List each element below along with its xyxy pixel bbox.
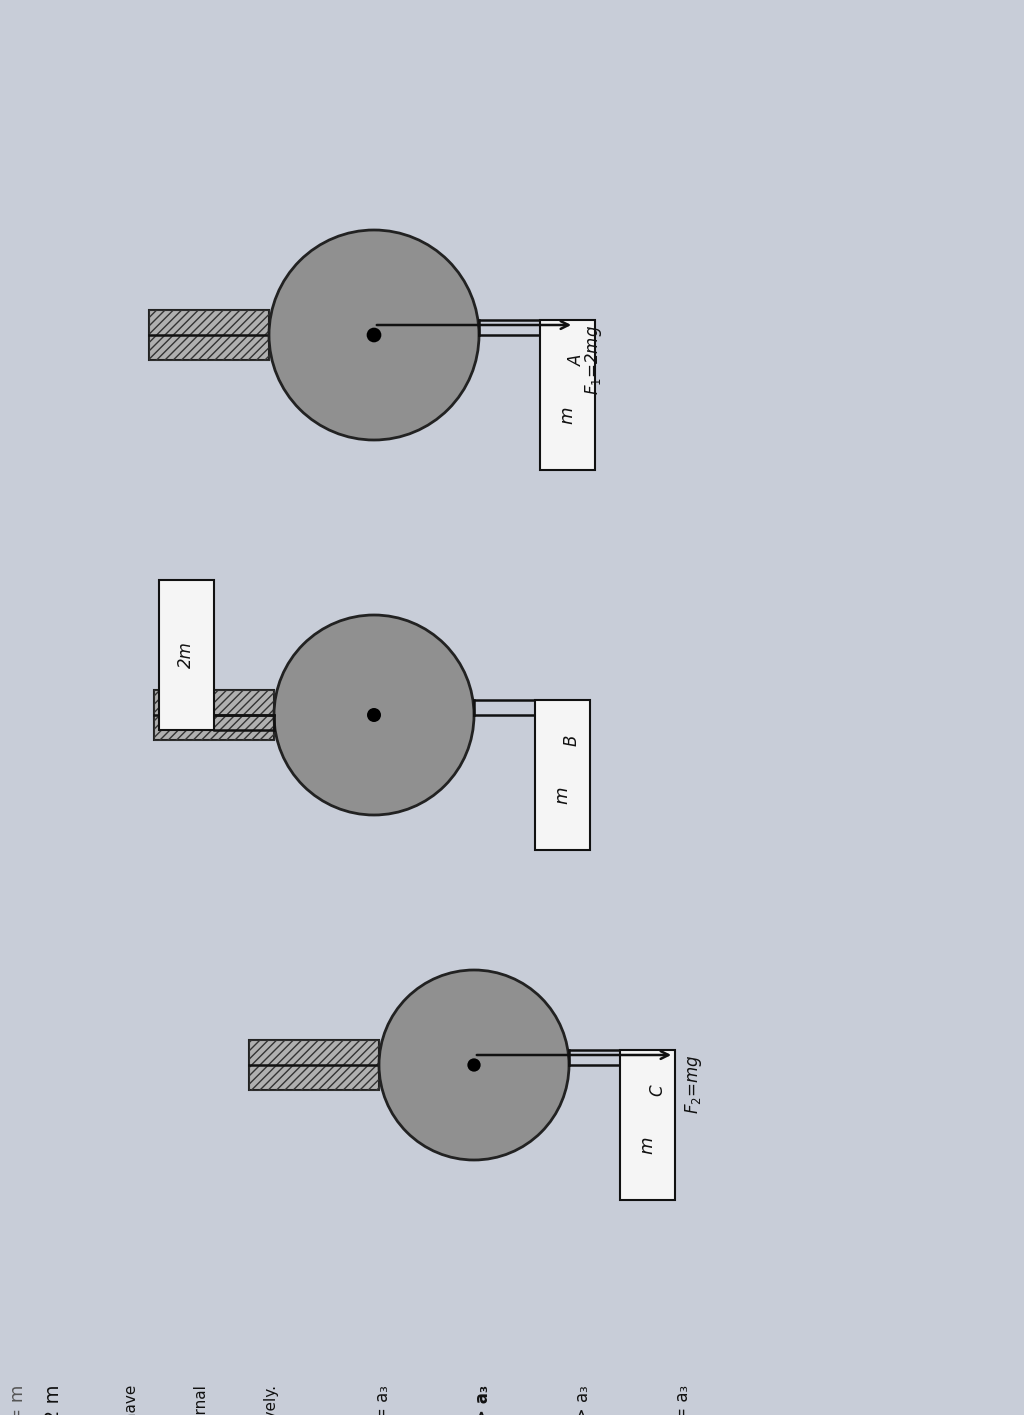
Bar — [159, 580, 213, 730]
Bar — [540, 320, 595, 470]
Text: m: m — [553, 787, 571, 804]
Text: $F_2$=mg: $F_2$=mg — [683, 1056, 705, 1115]
Text: In the figure, the blocks A, B and C of mass m each have: In the figure, the blocks A, B and C of … — [124, 1385, 139, 1415]
Bar — [249, 1040, 379, 1090]
Text: 2m: 2m — [177, 641, 195, 668]
Text: (b*)  a₁ > a₂ > a₃: (b*) a₁ > a₂ > a₃ — [474, 1385, 492, 1415]
Text: A: A — [568, 354, 586, 365]
Circle shape — [467, 1058, 480, 1071]
Text: C: C — [648, 1084, 666, 1095]
Text: (c)   a₁ = a₂,  a₂ > a₃: (c) a₁ = a₂, a₂ > a₃ — [574, 1385, 592, 1415]
Bar — [535, 700, 590, 850]
Circle shape — [367, 708, 381, 722]
Text: B: B — [563, 734, 581, 746]
Bar — [150, 310, 269, 359]
Text: (d)   a₁ > a₂,  a₂ = a₃: (d) a₁ > a₂, a₂ = a₃ — [674, 1385, 692, 1415]
Text: (a)   a₁ = a₂ = a₃: (a) a₁ = a₂ = a₃ — [374, 1385, 392, 1415]
Circle shape — [269, 231, 479, 440]
Circle shape — [274, 616, 474, 815]
Bar — [154, 691, 274, 740]
Text: forces of magnitudes 2 mg and mg respectively.: forces of magnitudes 2 mg and mg respect… — [264, 1385, 279, 1415]
Circle shape — [379, 971, 569, 1160]
Bar — [150, 310, 269, 359]
Circle shape — [367, 328, 381, 342]
Text: acceleration a₁, a₂ and a₃ respectively. F₁ and F₂ are external: acceleration a₁, a₂ and a₃ respectively.… — [194, 1385, 209, 1415]
Bar — [249, 1040, 379, 1090]
Bar — [154, 691, 274, 740]
Text: $F_1$=2mg: $F_1$=2mg — [584, 325, 604, 395]
Text: (c)  M > 2 m: (c) M > 2 m — [44, 1385, 63, 1415]
Bar — [620, 1050, 675, 1200]
Text: m: m — [558, 406, 575, 423]
Text: (d)  M = m: (d) M = m — [9, 1385, 27, 1415]
Text: m: m — [638, 1136, 656, 1153]
